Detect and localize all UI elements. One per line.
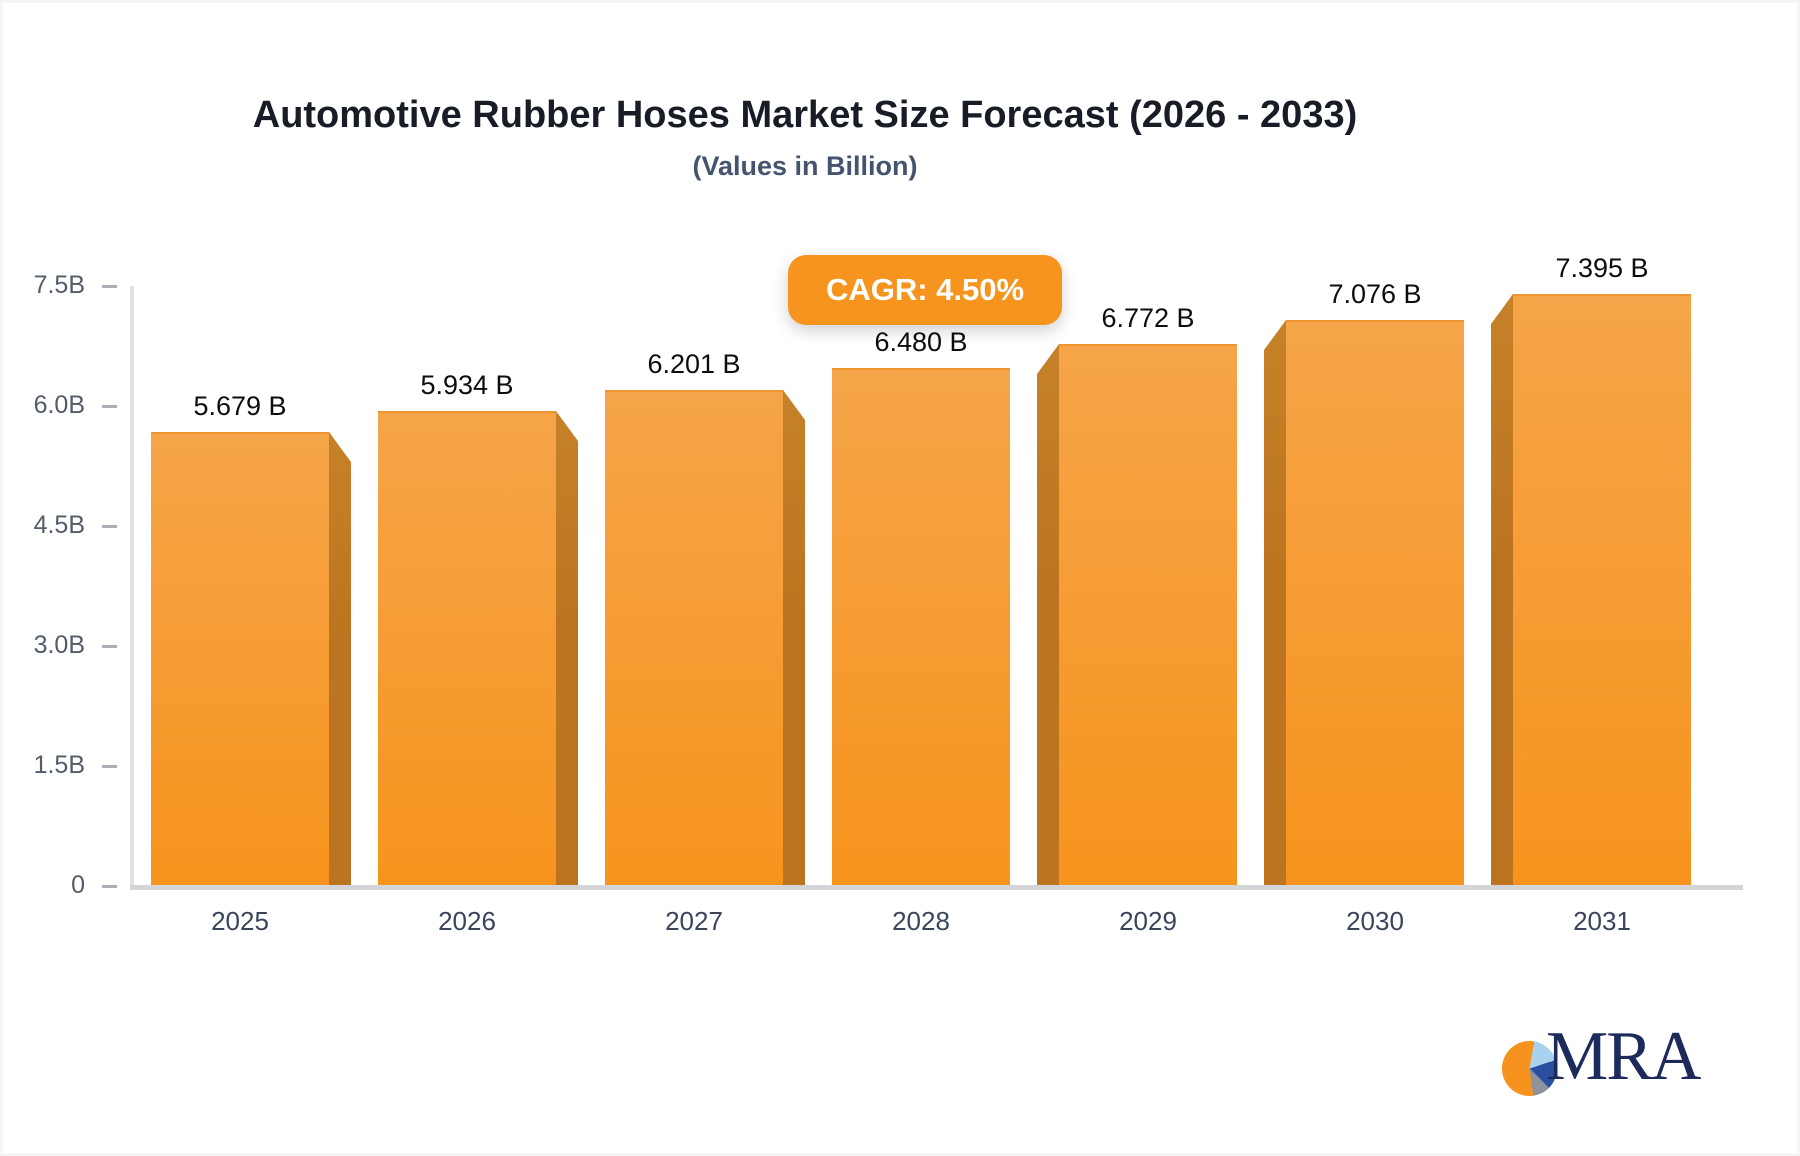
- y-tick-label: 3.0B: [33, 631, 85, 659]
- x-axis-label: 2028: [892, 906, 950, 936]
- bar-side-3d: [783, 390, 805, 886]
- y-tick-label: 6.0B: [33, 391, 85, 419]
- x-axis-label: 2027: [665, 906, 723, 936]
- y-tick-label: 4.5B: [33, 511, 85, 539]
- y-tick-dash: [102, 645, 117, 648]
- x-axis-line: [130, 885, 1743, 890]
- y-tick-dash: [102, 285, 117, 288]
- x-axis-label: 2029: [1119, 906, 1177, 936]
- page-title: Automotive Rubber Hoses Market Size Fore…: [252, 94, 1358, 136]
- bar-2028: [832, 368, 1010, 888]
- bar-2031: [1513, 294, 1691, 888]
- y-tick-dash: [102, 405, 117, 408]
- bar-2027: [605, 390, 783, 888]
- bar-side-3d: [556, 411, 578, 886]
- bar-value-label: 7.076 B: [1328, 279, 1422, 309]
- bar-value-label: 7.395 B: [1555, 253, 1649, 283]
- cagr-badge: CAGR: 4.50%: [788, 255, 1062, 325]
- y-tick-dash: [102, 885, 117, 888]
- logo-text: MRA: [1546, 1018, 1701, 1095]
- x-axis-label: 2031: [1573, 906, 1631, 936]
- y-tick-label: 1.5B: [33, 751, 85, 779]
- pie-chart-logo-icon: [1502, 1041, 1557, 1096]
- x-axis-label: 2025: [211, 906, 269, 936]
- bar-side-3d: [1037, 344, 1059, 886]
- y-tick-dash: [102, 525, 117, 528]
- y-tick-dash: [102, 765, 117, 768]
- bar-value-label: 5.679 B: [193, 391, 287, 421]
- bar-side-3d: [1264, 320, 1286, 886]
- y-tick-label: 0: [71, 871, 85, 899]
- bar-side-3d: [1491, 294, 1513, 886]
- bar-value-label: 5.934 B: [420, 370, 514, 400]
- bar-value-label: 6.480 B: [874, 327, 968, 357]
- mra-logo: MRA: [1500, 1022, 1760, 1112]
- x-axis-label: 2026: [438, 906, 496, 936]
- header: Automotive Rubber Hoses Market Size Fore…: [0, 94, 1610, 182]
- y-tick-label: 7.5B: [33, 271, 85, 299]
- bar-side-3d: [329, 432, 351, 886]
- bar-2029: [1059, 344, 1237, 888]
- bar-value-label: 6.772 B: [1101, 303, 1195, 333]
- y-axis-line: [130, 286, 134, 890]
- page-subtitle: (Values in Billion): [692, 151, 918, 181]
- bar-2025: [151, 432, 329, 888]
- bar-value-label: 6.201 B: [647, 349, 741, 379]
- x-axis-label: 2030: [1346, 906, 1404, 936]
- bar-2026: [378, 411, 556, 888]
- bar-2030: [1286, 320, 1464, 888]
